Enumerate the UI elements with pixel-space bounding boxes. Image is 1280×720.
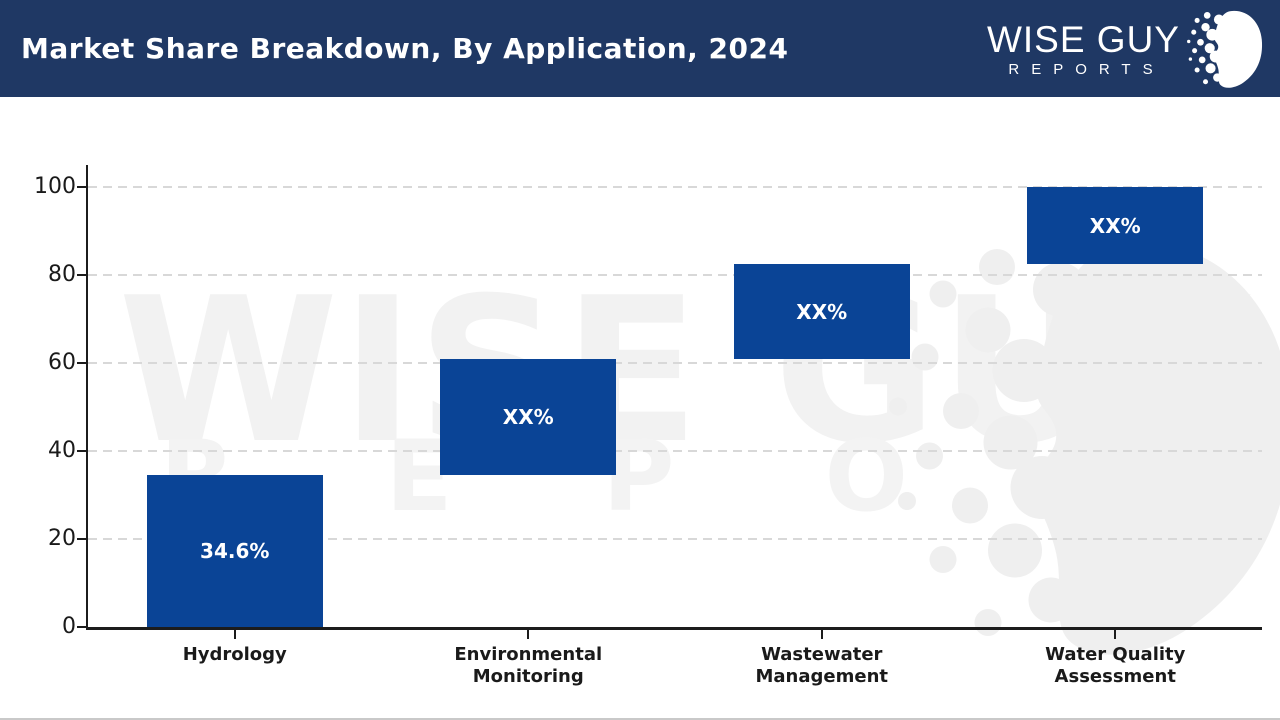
bar-value-label: XX% [502,405,554,430]
x-axis-category-label: Wastewater Management [675,644,969,688]
y-axis-tick [77,538,86,540]
y-axis-tick-label: 100 [34,174,76,199]
plot-area: 0 20 40 60 80 100 34.6% Hydrology XX% Environment… [34,165,1262,687]
gridline-40 [88,450,1262,452]
y-axis-tick [77,186,86,188]
dotted-head-icon [1187,10,1263,88]
category-label-line: Wastewater [761,644,883,665]
bar-value-label: XX% [1089,213,1141,238]
bar-segment: XX% [1027,187,1204,265]
gridline-100 [88,186,1262,188]
gridline-80 [88,274,1262,276]
y-axis-tick [77,626,86,628]
y-axis-tick-label: 0 [62,614,76,639]
y-axis-tick-label: 40 [48,438,76,463]
bar-segment: XX% [440,359,617,475]
bar-value-label: XX% [796,299,848,324]
category-label-line: Environmental [454,644,603,665]
x-axis-tick [233,630,236,639]
x-axis-tick [820,630,823,639]
bar-segment: XX% [733,264,910,360]
y-axis-tick-label: 60 [48,350,76,375]
category-label-line: Management [755,666,889,687]
chart-canvas: WISE GUY R E P O R T S 02040608010034.6%… [0,97,1280,718]
page-title: Market Share Breakdown, By Application, … [21,32,789,65]
header-bar: Market Share Breakdown, By Application, … [0,0,1280,97]
x-axis-tick [527,630,530,639]
gridline-20 [88,538,1262,540]
brand-logo-text: WISE GUY REPORTS [987,21,1180,77]
category-label-line: Assessment [1054,666,1176,687]
gridline-60 [88,362,1262,364]
x-axis-category-label: Water Quality Assessment [969,644,1263,688]
y-axis-tick [77,362,86,364]
category-label-line: Monitoring [472,666,584,687]
y-axis-tick-label: 80 [48,262,76,287]
y-axis-tick-label: 20 [48,526,76,551]
y-axis-tick [77,274,86,276]
category-label-line: Hydrology [182,644,287,665]
logo-subtitle: REPORTS [1008,60,1165,78]
category-label-line: Water Quality [1045,644,1186,665]
x-axis-category-label: Hydrology [88,644,382,666]
y-axis-tick [77,450,86,452]
x-axis-tick [1114,630,1117,639]
bar-value-label: 34.6% [200,538,270,563]
x-axis-category-label: Environmental Monitoring [382,644,676,688]
bar-segment: 34.6% [146,474,323,627]
brand-logo: WISE GUY REPORTS [987,5,1266,93]
logo-wordmark: WISE GUY [986,18,1180,60]
